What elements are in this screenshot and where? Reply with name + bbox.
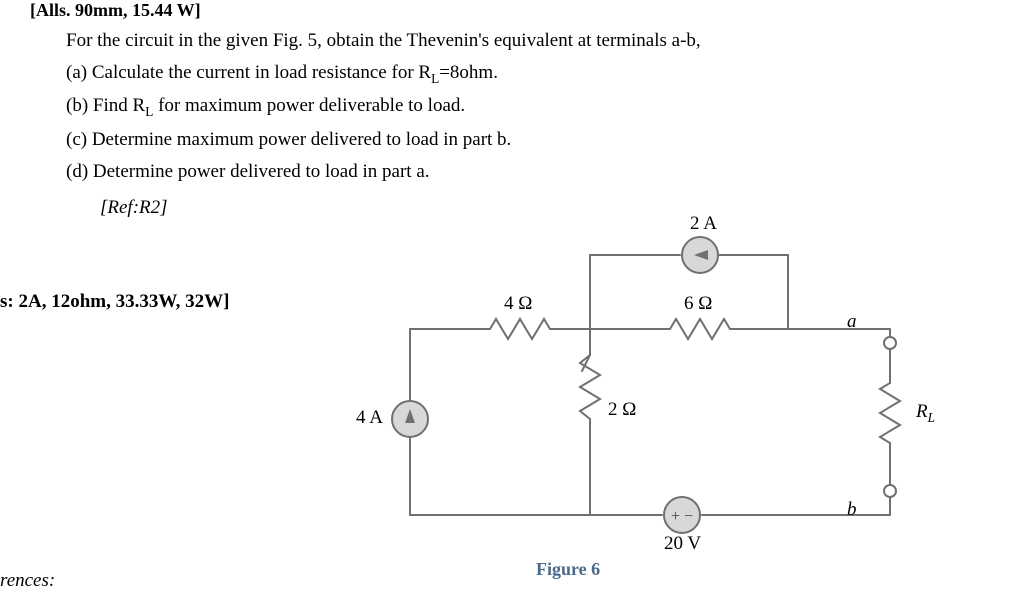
problem-a-text: (a) Calculate the current in load resist… [66,62,431,83]
label-4ohm: 4 Ω [504,293,532,315]
label-rl-r: R [916,401,928,422]
circuit-diagram: + − 2 A 4 Ω 6 Ω a 4 A 2 Ω RL 20 V b Figu… [350,215,980,585]
problem-intro: For the circuit in the given Fig. 5, obt… [66,26,966,56]
problem-b-tail: for maximum power deliverable to load. [153,95,465,116]
problem-a: (a) Calculate the current in load resist… [66,58,966,89]
label-terminal-a: a [847,311,857,333]
label-4a: 4 A [356,407,383,429]
top-cutoff-answer: [Alls. 90mm, 15.44 W] [30,0,201,21]
problem-b-text: (b) Find R [66,95,145,116]
label-terminal-b: b [847,499,857,521]
references-cutoff: rences: [0,570,55,592]
answers-text: s: 2A, 12ohm, 33.33W, 32W] [0,291,229,312]
label-rl-sub: L [928,410,935,425]
figure-caption: Figure 6 [536,559,600,580]
svg-text:+ −: + − [671,508,693,525]
problem-d: (d) Determine power delivered to load in… [66,157,966,187]
circuit-svg: + − [350,215,980,585]
problem-a-tail: =8ohm. [439,62,498,83]
answers-line: s: 2A, 12ohm, 33.33W, 32W] [0,291,229,313]
problem-b: (b) Find RL for maximum power deliverabl… [66,91,966,122]
label-6ohm: 6 Ω [684,293,712,315]
label-20v: 20 V [664,533,701,555]
problem-block: For the circuit in the given Fig. 5, obt… [66,26,966,224]
label-rl: RL [916,401,935,426]
label-2a: 2 A [690,213,717,235]
problem-a-sub: L [431,71,439,86]
problem-c: (c) Determine maximum power delivered to… [66,125,966,155]
label-2ohm: 2 Ω [608,399,636,421]
